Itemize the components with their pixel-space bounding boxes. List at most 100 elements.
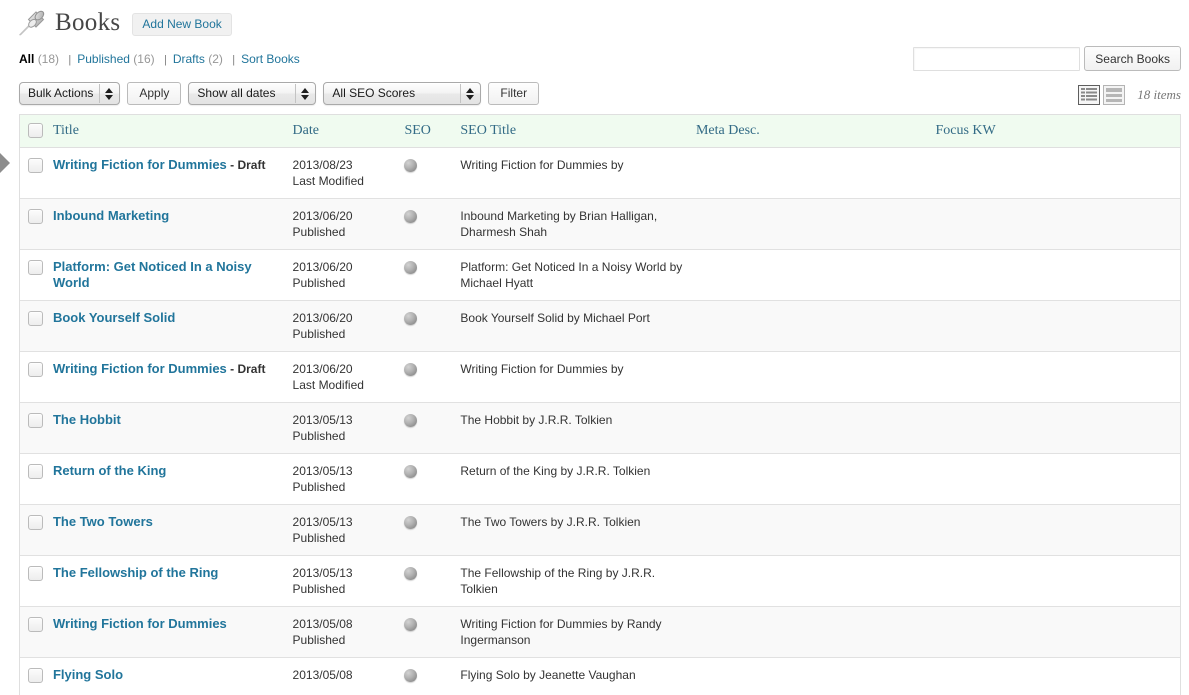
cell-date: 2013/08/23 Last Modified [292,148,405,199]
cell-date: 2013/05/13 Published [292,454,405,505]
column-header-seo[interactable]: SEO [404,115,461,148]
row-checkbox[interactable] [28,311,43,327]
status-count-published: (16) [133,52,155,66]
book-title-link[interactable]: Writing Fiction for Dummies [52,157,227,172]
table-row[interactable]: Return of the King 2013/05/13 Published Ret… [20,454,1180,505]
select-divider [99,84,101,103]
status-link-all[interactable]: All [19,52,35,66]
table-row[interactable]: The Two Towers 2013/05/13 Published The Two… [20,505,1180,556]
cell-seo-title: Writing Fiction for Dummies by [460,352,696,403]
status-link-drafts[interactable]: Drafts [172,52,205,66]
row-checkbox[interactable] [28,158,43,174]
book-title-link[interactable]: Return of the King [52,463,167,478]
book-title-link[interactable]: The Hobbit [52,412,121,427]
bulk-actions-value: Bulk Actions [28,86,94,100]
cell-focus-kw [935,556,1180,607]
status-link-sort-books[interactable]: Sort Books [241,52,300,66]
filter-button[interactable]: Filter [488,82,540,105]
status-links-list: All (18) | Published (16) | Drafts (2) |… [19,48,300,71]
updown-arrows-icon [300,83,310,104]
filter-bar: All (18) | Published (16) | Drafts (2) |… [19,46,1181,78]
column-header-focus-kw[interactable]: Focus KW [935,115,1180,148]
status-count-drafts: (2) [208,52,223,66]
row-select-cell [20,148,53,199]
column-header-seo-link[interactable]: SEO [404,123,431,138]
table-row[interactable]: Flying Solo 2013/05/08 Flying Solo by Jean… [20,658,1180,695]
cell-title: The Two Towers [52,505,293,556]
search-books-button[interactable]: Search Books [1084,46,1181,71]
book-title-link[interactable]: Writing Fiction for Dummies [52,616,227,631]
cell-seo-score [404,403,461,454]
cell-date: 2013/06/20 Published [292,250,405,301]
row-checkbox[interactable] [28,668,43,684]
row-checkbox[interactable] [28,362,43,378]
book-title-link[interactable]: Book Yourself Solid [52,310,176,325]
cell-seo-title: Book Yourself Solid by Michael Port [460,301,696,352]
table-row[interactable]: Book Yourself Solid 2013/06/20 Published Bo… [20,301,1180,352]
select-divider [460,84,462,103]
column-header-date[interactable]: Date [292,115,405,148]
date-status: Published [292,429,346,443]
row-checkbox[interactable] [28,617,43,633]
status-link-item-published[interactable]: Published (16) | [77,48,173,71]
page-title: Books [55,9,121,36]
search-input[interactable] [913,46,1081,71]
table-row[interactable]: Writing Fiction for Dummies - Draft 2013/… [20,352,1180,403]
row-select-cell [20,658,53,695]
post-state: - Draft [226,158,266,172]
status-count-all: (18) [37,52,60,66]
excerpt-view-icon[interactable] [1103,85,1126,105]
cell-focus-kw [935,505,1180,556]
list-view-icon[interactable] [1078,85,1101,105]
column-header-seo-title[interactable]: SEO Title [460,115,696,148]
table-row[interactable]: Writing Fiction for Dummies 2013/05/08 Pub… [20,607,1180,658]
row-checkbox[interactable] [28,209,43,225]
status-link-item-all[interactable]: All (18) | [19,48,77,71]
column-header-title[interactable]: Title [52,115,293,148]
column-header-meta-desc[interactable]: Meta Desc. [695,115,936,148]
row-checkbox[interactable] [28,260,43,276]
cell-focus-kw [935,199,1180,250]
row-checkbox[interactable] [28,515,43,531]
date-status: Published [292,480,346,494]
table-nav-actions: Bulk Actions Apply Show all dates All SE… [19,82,546,105]
book-title-link[interactable]: Platform: Get Noticed In a Noisy World [52,259,252,290]
row-checkbox[interactable] [28,566,43,582]
row-checkbox[interactable] [28,464,43,480]
cell-meta-desc [695,148,936,199]
seo-score-filter-select[interactable]: All SEO Scores [323,82,482,105]
table-row[interactable]: Platform: Get Noticed In a Noisy World 20… [20,250,1180,301]
book-title-link[interactable]: Flying Solo [52,667,124,682]
apply-button[interactable]: Apply [127,82,182,105]
status-link-item-drafts[interactable]: Drafts (2) | [173,48,241,71]
select-all-checkbox[interactable] [28,123,43,139]
table-row[interactable]: Inbound Marketing 2013/06/20 Published Inbo… [20,199,1180,250]
date-filter-select[interactable]: Show all dates [188,82,317,105]
status-link-published[interactable]: Published [77,52,130,66]
date-status: Published [292,531,346,545]
table-row[interactable]: Writing Fiction for Dummies - Draft 2013/… [20,148,1180,199]
column-header-date-link[interactable]: Date [292,123,319,138]
book-title-link[interactable]: The Fellowship of the Ring [52,565,219,580]
book-title-link[interactable]: The Two Towers [52,514,153,529]
table-row[interactable]: The Hobbit 2013/05/13 Published The Hobbit … [20,403,1180,454]
book-title-link[interactable]: Writing Fiction for Dummies [52,361,227,376]
column-header-title-link[interactable]: Title [52,123,79,138]
bulk-actions-select[interactable]: Bulk Actions [19,82,121,105]
column-header-focus-kw-link[interactable]: Focus KW [935,123,996,138]
page-header: Books Add New Book [15,0,1181,38]
pushpin-icon [15,6,49,40]
date-value: 2013/05/13 [292,566,353,580]
seo-score-bullet-icon [404,414,418,427]
column-header-meta-desc-link[interactable]: Meta Desc. [695,123,760,138]
book-title-link[interactable]: Inbound Marketing [52,208,170,223]
sidebar-collapse-handle[interactable] [0,152,11,174]
column-header-seo-title-link[interactable]: SEO Title [460,123,517,138]
cell-focus-kw [935,607,1180,658]
status-link-item-sort-books[interactable]: Sort Books [241,48,300,70]
cell-meta-desc [695,301,936,352]
date-value: 2013/06/20 [292,209,353,223]
table-row[interactable]: The Fellowship of the Ring 2013/05/13 Publ… [20,556,1180,607]
add-new-book-button[interactable]: Add New Book [132,12,232,36]
row-checkbox[interactable] [28,413,43,429]
